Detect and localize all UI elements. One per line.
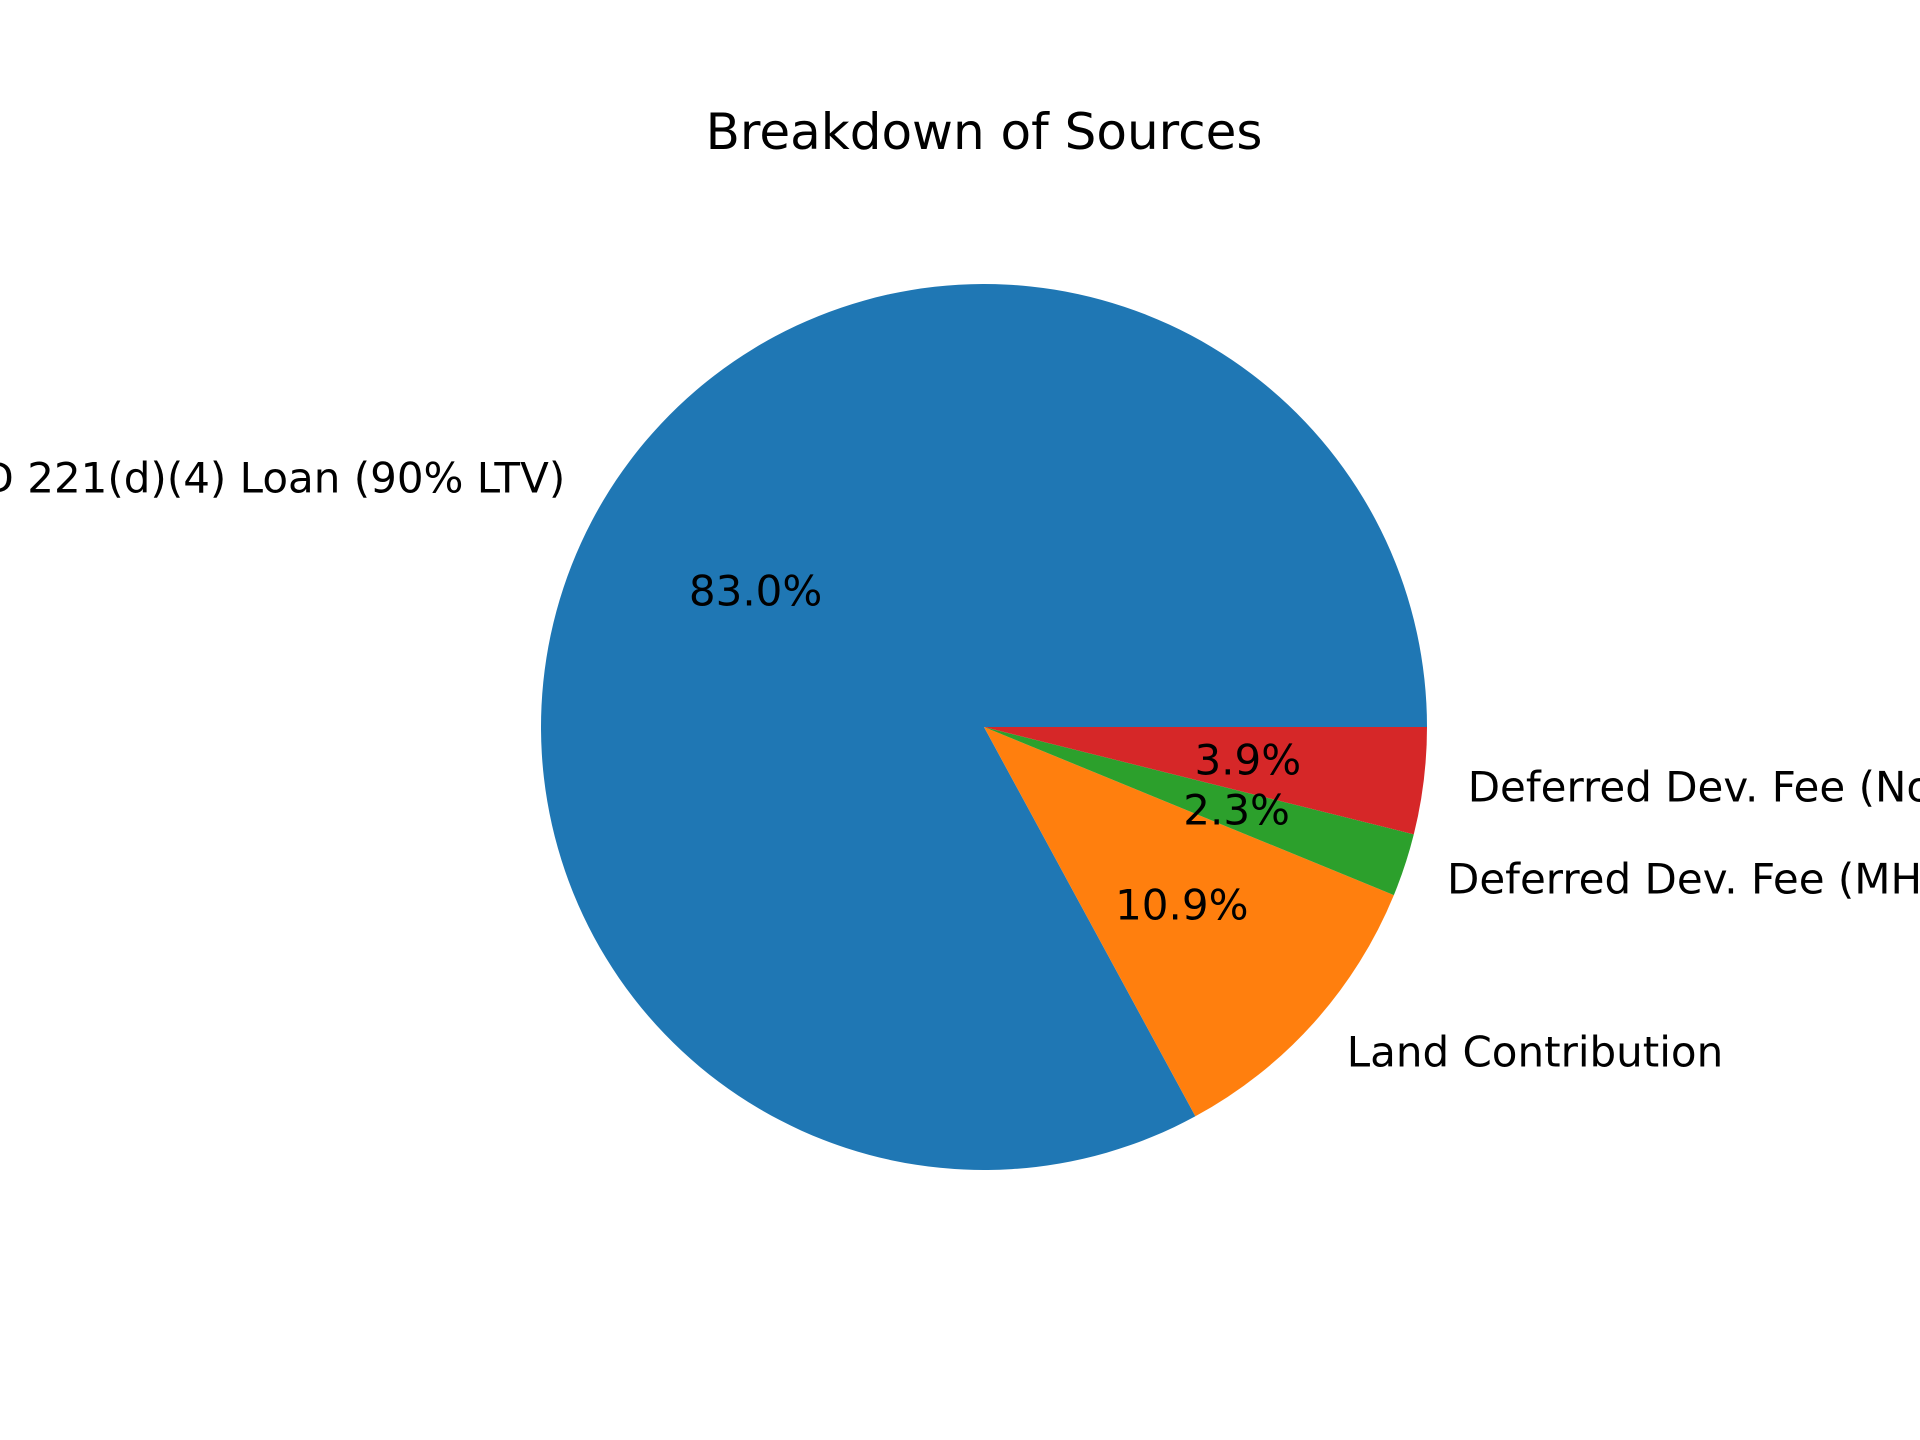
slice-label-2: Land Contribution bbox=[1346, 1027, 1724, 1077]
slice-pct-label-3: 2.3% bbox=[1183, 785, 1290, 835]
slice-label-1: HUD 221(d)(4) Loan (90% LTV) bbox=[0, 453, 566, 503]
chart-title: Breakdown of Sources bbox=[705, 103, 1263, 161]
slice-pct-label-1: 83.0% bbox=[688, 566, 823, 616]
slice-pct-label-4: 3.9% bbox=[1194, 735, 1302, 784]
slice-pct-label-2: 10.9% bbox=[1115, 880, 1249, 929]
slice-label-3: Deferred Dev. Fee (MHDC) bbox=[1447, 854, 1920, 904]
pie-slice-1 bbox=[541, 283, 1427, 1170]
slice-label-4: Deferred Dev. Fee (Non-MHDC) bbox=[1467, 762, 1920, 811]
pie-slice-2 bbox=[984, 727, 1394, 1117]
pie-slice-3 bbox=[984, 727, 1414, 896]
pie-slice-4 bbox=[984, 727, 1427, 835]
